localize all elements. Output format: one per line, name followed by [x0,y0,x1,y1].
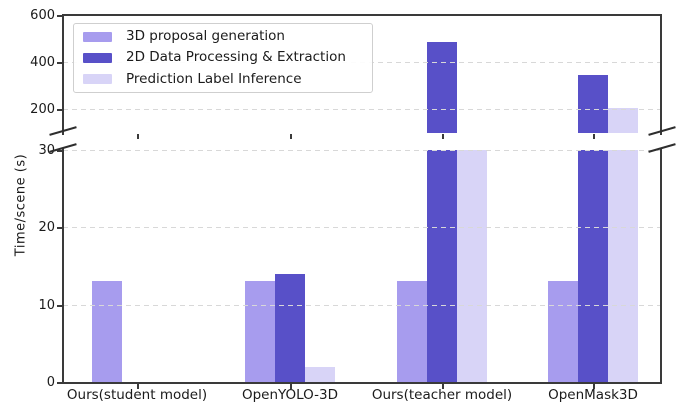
right-spine-lower [660,148,662,382]
gridline-200 [63,109,661,110]
bottom-spine [62,382,662,384]
bar-upper-OpenMask3D-series1 [578,75,608,133]
bar-OpenMask3D-series2 [608,150,638,382]
x-tick-upper [593,134,595,139]
bar-OpenMask3D-series0 [548,281,578,382]
y-tick [57,227,62,229]
y-tick-label: 10 [38,298,55,313]
bar-Ours(teacher model)-series2 [457,150,487,382]
legend: 3D proposal generation 2D Data Processin… [73,23,373,93]
y-tick-label: 30 [38,143,55,158]
legend-swatch-2d-processing-icon [83,52,112,63]
x-tick-label-0: Ours(student model) [66,387,208,403]
y-tick [57,150,62,152]
y-tick [57,15,62,17]
x-tick-lower [442,384,444,389]
bar-OpenYOLO-3D-series0 [245,281,275,382]
y-tick-label: 20 [38,220,55,235]
top-spine [62,14,662,16]
x-tick-upper [290,134,292,139]
axis-break-mark-2 [648,126,676,136]
bar-Ours(teacher model)-series1 [427,150,457,382]
legend-item: Prediction Label Inference [83,70,372,87]
y-tick [57,382,62,384]
bar-Ours(student model)-series0 [92,281,122,382]
x-tick-label-2: Ours(teacher model) [371,387,513,403]
legend-label: Prediction Label Inference [126,70,302,87]
bar-OpenYOLO-3D-series1 [275,273,305,382]
y-axis-label: Time/scene (s) [13,153,29,257]
x-tick-lower [137,384,139,389]
x-tick-upper [137,134,139,139]
y-tick-label: 0 [46,375,55,390]
left-spine-lower [62,148,64,382]
x-tick-label-1: OpenYOLO-3D [241,387,339,403]
y-tick-label: 400 [30,55,55,70]
left-spine-upper [62,15,64,135]
bar-OpenYOLO-3D-series2 [305,366,335,382]
legend-item: 3D proposal generation [83,29,372,44]
right-spine-upper [660,15,662,135]
bar-upper-OpenMask3D-series2 [608,108,638,133]
y-tick [57,305,62,307]
x-tick-label-3: OpenMask3D [548,387,638,403]
bar-OpenMask3D-series1 [578,150,608,382]
gridline-30 [63,150,661,151]
gridline-10 [63,305,661,306]
legend-item: 2D Data Processing & Extraction [83,50,372,65]
y-tick-label: 200 [30,102,55,117]
legend-swatch-prediction-icon [83,74,112,85]
y-tick [57,62,62,64]
x-tick-lower [290,384,292,389]
bar-Ours(teacher model)-series0 [397,281,427,382]
y-tick [57,109,62,111]
x-tick-lower [593,384,595,389]
axis-break-mark-3 [648,143,676,153]
bar-upper-Ours(teacher model)-series1 [427,42,457,133]
legend-label: 3D proposal generation [126,28,285,45]
legend-label: 2D Data Processing & Extraction [126,49,346,66]
legend-swatch-3d-proposal-icon [83,31,112,42]
gridline-20 [63,227,661,228]
y-tick-label: 600 [30,8,55,23]
x-tick-upper [442,134,444,139]
